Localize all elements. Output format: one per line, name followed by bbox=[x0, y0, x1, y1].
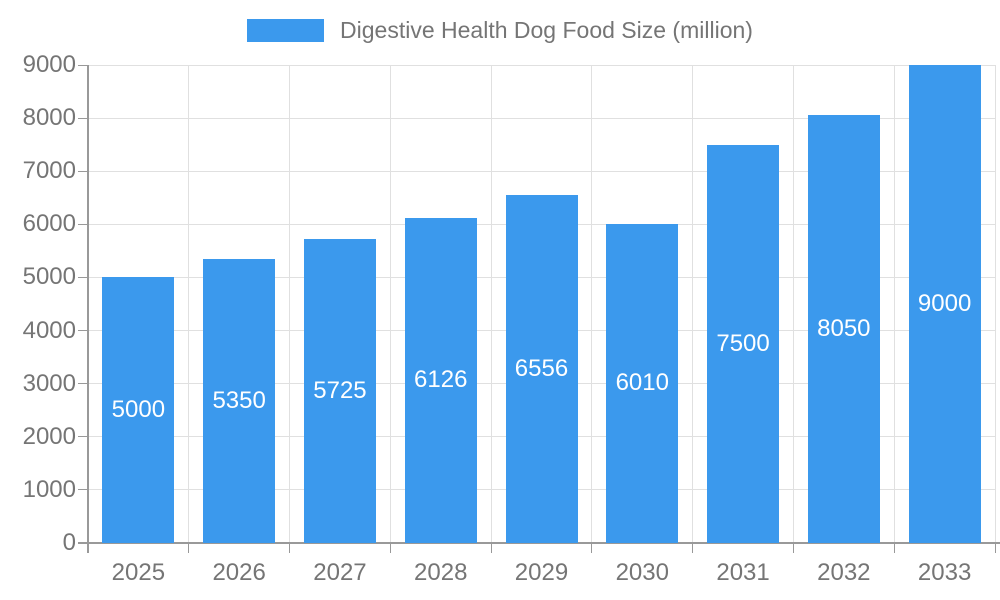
x-axis-label: 2027 bbox=[313, 559, 367, 586]
bar[interactable] bbox=[707, 144, 780, 543]
y-axis-label: 6000 bbox=[22, 210, 76, 238]
x-gridline bbox=[792, 65, 794, 543]
y-gridline bbox=[88, 170, 995, 172]
x-axis-tick bbox=[289, 543, 291, 553]
y-axis-label: 1000 bbox=[22, 475, 76, 503]
y-axis-tick bbox=[78, 170, 88, 172]
x-axis-tick bbox=[591, 543, 593, 553]
x-gridline bbox=[692, 65, 694, 543]
x-axis-label: 2026 bbox=[212, 559, 266, 586]
bar-value-label: 6556 bbox=[514, 354, 569, 382]
bar-value-label: 5725 bbox=[313, 376, 367, 404]
legend-title: Digestive Health Dog Food Size (million) bbox=[340, 17, 753, 43]
y-gridline bbox=[88, 117, 995, 119]
bar-value-label: 9000 bbox=[917, 290, 972, 317]
y-axis-tick bbox=[78, 330, 88, 332]
y-axis-label: 3000 bbox=[22, 369, 76, 397]
y-axis-tick bbox=[78, 489, 88, 491]
x-gridline bbox=[591, 65, 593, 543]
x-gridline bbox=[289, 65, 291, 543]
x-gridline bbox=[188, 65, 190, 543]
legend-swatch bbox=[247, 19, 325, 42]
bar[interactable] bbox=[404, 217, 477, 543]
x-axis-label: 2025 bbox=[111, 559, 166, 586]
bar-value-label: 6126 bbox=[414, 366, 468, 394]
x-axis-tick bbox=[792, 543, 794, 553]
bar[interactable] bbox=[102, 277, 175, 543]
bar[interactable] bbox=[505, 194, 578, 543]
y-axis-label: 8000 bbox=[22, 104, 76, 132]
x-axis-tick bbox=[490, 543, 492, 553]
y-axis-label: 9000 bbox=[22, 51, 76, 78]
y-axis-line bbox=[87, 65, 89, 553]
x-axis-tick bbox=[389, 543, 391, 553]
x-axis-label: 2028 bbox=[414, 559, 468, 586]
y-axis-label: 2000 bbox=[22, 422, 76, 450]
bar[interactable] bbox=[606, 223, 679, 543]
bar[interactable] bbox=[203, 258, 276, 543]
x-axis-tick bbox=[994, 543, 996, 553]
x-axis-label: 2029 bbox=[514, 559, 569, 586]
bar[interactable] bbox=[908, 65, 981, 543]
x-axis-tick bbox=[893, 543, 895, 553]
x-axis-label: 2030 bbox=[615, 559, 669, 586]
bar-value-label: 7500 bbox=[716, 329, 770, 357]
bar-value-label: 5350 bbox=[212, 386, 266, 414]
bar-value-label: 5000 bbox=[111, 396, 166, 424]
y-axis-tick bbox=[78, 223, 88, 225]
x-axis-tick bbox=[692, 543, 694, 553]
y-axis-label: 5000 bbox=[22, 263, 76, 291]
x-axis-label: 2031 bbox=[716, 559, 770, 586]
y-axis-label: 7000 bbox=[22, 157, 76, 185]
x-axis-label: 2032 bbox=[817, 559, 871, 586]
x-axis-tick bbox=[188, 543, 190, 553]
bar-value-label: 8050 bbox=[817, 315, 871, 343]
y-gridline bbox=[88, 64, 995, 66]
y-axis-tick bbox=[78, 276, 88, 278]
y-axis-label: 4000 bbox=[22, 316, 76, 344]
y-axis-tick bbox=[78, 117, 88, 119]
x-gridline bbox=[893, 65, 895, 543]
y-axis-label: 0 bbox=[62, 529, 76, 556]
x-axis-label: 2033 bbox=[917, 559, 972, 586]
x-gridline bbox=[389, 65, 391, 543]
bar[interactable] bbox=[303, 238, 376, 543]
y-axis-tick bbox=[78, 383, 88, 385]
x-axis-line bbox=[78, 542, 1000, 544]
bar-value-label: 6010 bbox=[615, 369, 669, 397]
y-axis-tick bbox=[78, 436, 88, 438]
y-axis-tick bbox=[78, 64, 88, 66]
x-gridline bbox=[994, 65, 996, 543]
legend[interactable]: Digestive Health Dog Food Size (million) bbox=[0, 19, 1000, 42]
bar[interactable] bbox=[807, 115, 880, 543]
x-gridline bbox=[490, 65, 492, 543]
